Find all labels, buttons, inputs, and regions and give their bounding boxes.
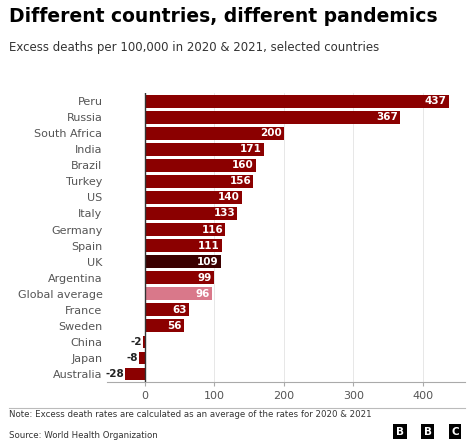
Bar	[145, 223, 226, 236]
Bar	[145, 255, 220, 268]
Text: 160: 160	[232, 160, 254, 170]
Text: -28: -28	[105, 369, 124, 379]
Bar	[145, 159, 256, 172]
Bar	[145, 320, 184, 332]
Bar	[145, 191, 242, 204]
Text: 111: 111	[198, 241, 220, 250]
Bar	[145, 143, 264, 155]
Bar	[145, 239, 222, 252]
Text: 437: 437	[424, 96, 447, 106]
Text: -2: -2	[131, 337, 142, 347]
Bar	[145, 175, 253, 188]
Text: 99: 99	[197, 273, 211, 283]
Text: 109: 109	[197, 257, 219, 266]
Text: B: B	[424, 427, 431, 436]
Text: Source: World Health Organization: Source: World Health Organization	[9, 431, 158, 440]
Text: C: C	[451, 427, 459, 436]
Bar	[145, 111, 400, 123]
Text: 140: 140	[218, 192, 240, 202]
Bar	[145, 95, 448, 107]
Text: 116: 116	[201, 225, 223, 234]
Text: Note: Excess death rates are calculated as an average of the rates for 2020 & 20: Note: Excess death rates are calculated …	[9, 410, 372, 419]
Bar	[139, 352, 145, 364]
Bar	[126, 368, 145, 380]
Text: 133: 133	[213, 209, 235, 218]
Text: B: B	[396, 427, 404, 436]
Text: Different countries, different pandemics: Different countries, different pandemics	[9, 7, 438, 26]
Text: 171: 171	[240, 144, 262, 155]
Text: -8: -8	[127, 353, 138, 363]
Bar	[145, 127, 284, 139]
Bar	[145, 287, 211, 300]
Text: 156: 156	[229, 176, 251, 186]
Text: Excess deaths per 100,000 in 2020 & 2021, selected countries: Excess deaths per 100,000 in 2020 & 2021…	[9, 41, 380, 54]
Text: 56: 56	[167, 321, 182, 331]
Text: 367: 367	[376, 112, 398, 122]
Bar	[145, 207, 237, 220]
Text: 63: 63	[172, 305, 187, 315]
Text: 200: 200	[260, 128, 282, 139]
Bar	[144, 336, 145, 348]
Bar	[145, 303, 189, 316]
Bar	[145, 271, 214, 284]
Text: 96: 96	[195, 289, 210, 299]
